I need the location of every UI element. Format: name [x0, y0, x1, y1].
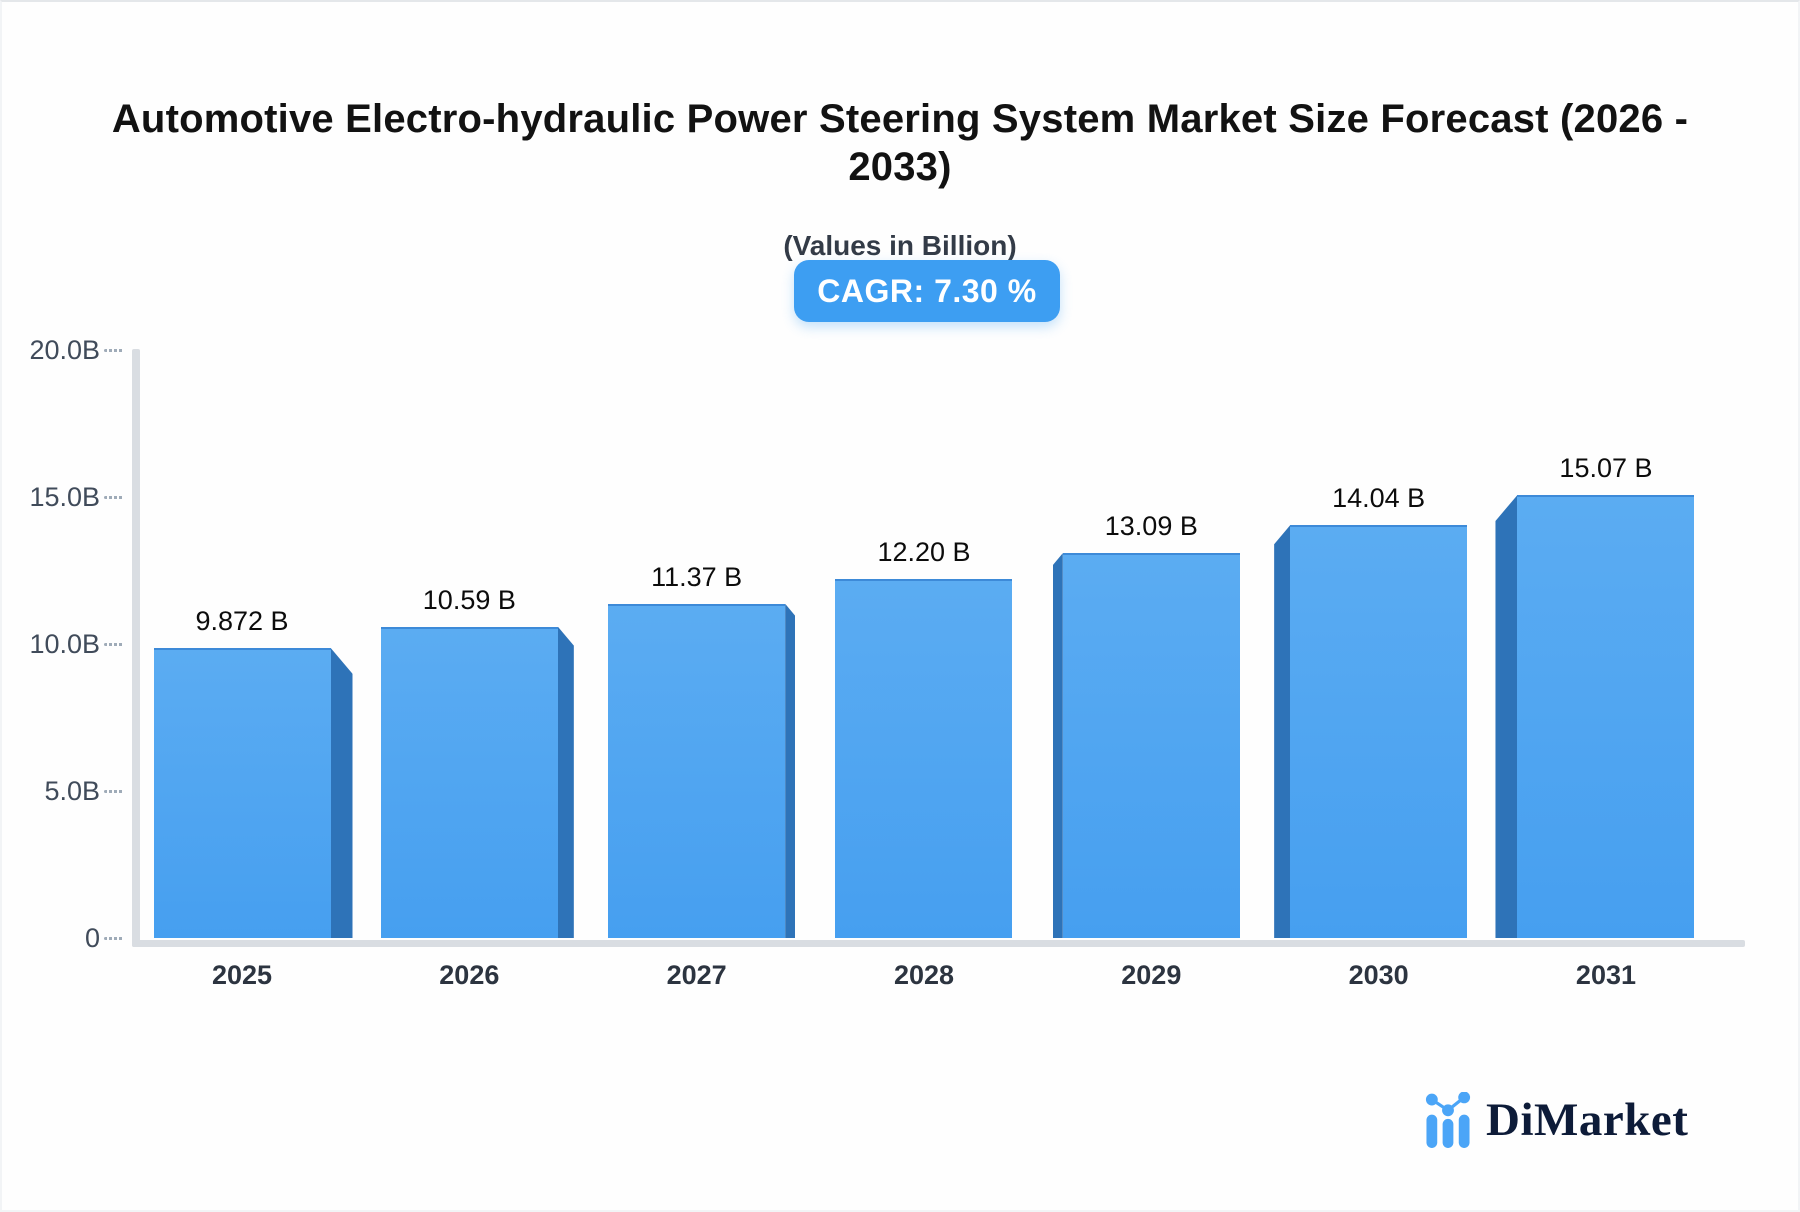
- bar-2028[interactable]: [835, 579, 1013, 938]
- x-axis-label: 2026: [439, 960, 500, 990]
- y-axis-label: 5.0B: [44, 776, 100, 806]
- y-axis-label: 15.0B: [29, 482, 100, 512]
- bar-value-label: 9.872 B: [195, 605, 289, 636]
- x-axis-label: 2029: [1121, 960, 1182, 990]
- bar-2025[interactable]: [153, 647, 331, 938]
- bar-3d-side: [785, 603, 796, 938]
- x-axis-label: 2028: [893, 960, 955, 990]
- x-axis-label: 2031: [1575, 960, 1636, 990]
- bar-value-label: 14.04 B: [1332, 483, 1426, 514]
- bar-2029[interactable]: [1062, 553, 1240, 938]
- cagr-badge: CAGR: 7.30 %: [794, 260, 1060, 322]
- x-axis-label: 2025: [211, 960, 273, 990]
- x-axis-label: 2030: [1348, 960, 1409, 990]
- y-axis-tick: [104, 789, 124, 793]
- chart-subtitle: (Values in Billion): [783, 230, 1017, 261]
- y-axis-tick: [104, 495, 124, 499]
- y-axis-tick: [104, 348, 124, 352]
- bar-3d-side: [330, 647, 353, 938]
- bar-2031[interactable]: [1517, 494, 1695, 938]
- bar-3d-side: [557, 626, 574, 938]
- y-axis-tick: [104, 642, 124, 646]
- brand-logo: DiMarket: [1424, 1088, 1688, 1152]
- bar-2030[interactable]: [1290, 525, 1468, 938]
- y-axis-label: 0: [84, 923, 100, 953]
- brand-name: DiMarket: [1486, 1094, 1689, 1146]
- y-axis-label: 20.0B: [29, 335, 100, 365]
- x-axis-line: [132, 940, 1745, 947]
- page-title-line-2: 2033): [848, 145, 952, 189]
- bar-value-label: 13.09 B: [1104, 511, 1198, 542]
- bar-value-label: 12.20 B: [877, 537, 971, 568]
- bar-3d-side: [1274, 525, 1291, 938]
- bar-2027[interactable]: [608, 603, 786, 938]
- bar-3d-side: [1052, 553, 1063, 938]
- x-axis-label: 2027: [666, 960, 727, 990]
- y-axis-label: 10.0B: [29, 629, 100, 659]
- bar-value-label: 10.59 B: [422, 584, 516, 615]
- bar-value-label: 15.07 B: [1559, 452, 1653, 483]
- bar-3d-side: [1495, 494, 1518, 938]
- bar-2026[interactable]: [380, 626, 558, 938]
- y-axis-tick: [104, 936, 124, 940]
- y-axis-line: [132, 349, 140, 947]
- page-title-line-1: Automotive Electro-hydraulic Power Steer…: [111, 97, 1689, 141]
- dimarket-logo-icon: [1425, 1092, 1471, 1148]
- bar-value-label: 11.37 B: [651, 561, 743, 592]
